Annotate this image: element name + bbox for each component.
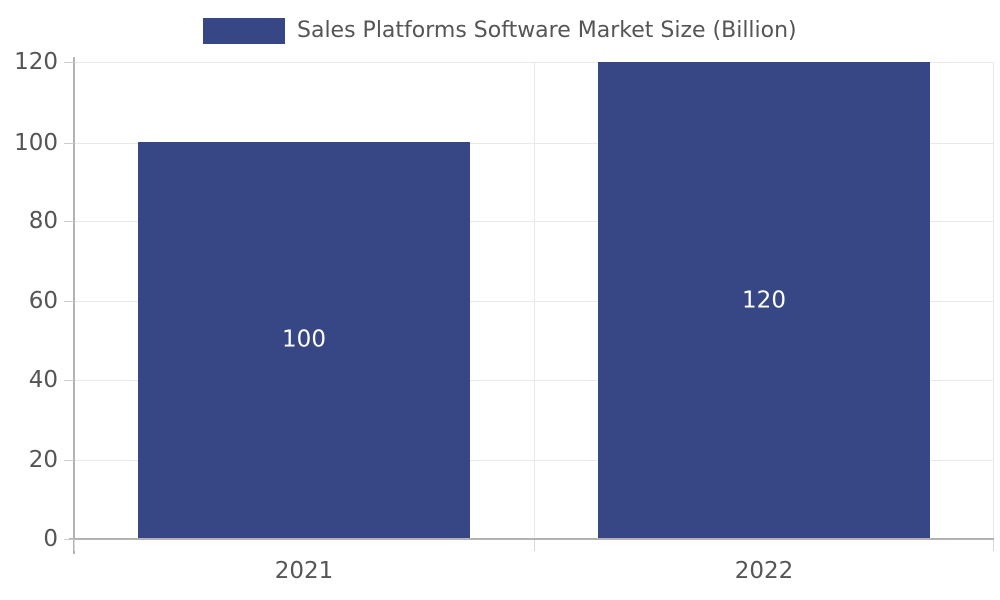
gridline-x-right-edge [993, 62, 994, 539]
legend-label-series-1: Sales Platforms Software Market Size (Bi… [297, 18, 797, 43]
x-tick-label-2021: 2021 [274, 558, 334, 584]
chart-legend: Sales Platforms Software Market Size (Bi… [203, 14, 797, 48]
y-tick-label-0: 0 [43, 526, 58, 552]
gridline-x-category-divider [534, 62, 535, 539]
bar-value-2021: 100 [282, 326, 326, 353]
plot-area: 100 120 [74, 62, 994, 539]
y-tick-label-60: 60 [28, 288, 58, 314]
y-tick-label-120: 120 [14, 49, 58, 75]
y-tick-80 [64, 221, 74, 222]
y-tick-120 [64, 62, 74, 63]
x-tick-label-2022: 2022 [734, 558, 794, 584]
legend-swatch-series-1 [203, 18, 285, 44]
x-tick-divider [534, 540, 535, 551]
x-tick-left [74, 540, 75, 551]
y-tick-label-80: 80 [28, 208, 58, 234]
bar-2021[interactable] [138, 141, 470, 539]
x-tick-right [993, 540, 994, 551]
bar-value-2022: 120 [742, 287, 786, 313]
x-axis-spine [69, 538, 994, 540]
y-tick-0 [64, 539, 74, 540]
y-tick-label-100: 100 [14, 130, 58, 156]
y-tick-label-40: 40 [28, 367, 58, 393]
y-tick-100 [64, 143, 74, 144]
y-tick-40 [64, 380, 74, 381]
y-tick-20 [64, 460, 74, 461]
y-tick-label-20: 20 [28, 447, 58, 473]
bar-2022[interactable] [598, 62, 930, 539]
y-tick-60 [64, 301, 74, 302]
y-axis-spine [73, 57, 75, 554]
